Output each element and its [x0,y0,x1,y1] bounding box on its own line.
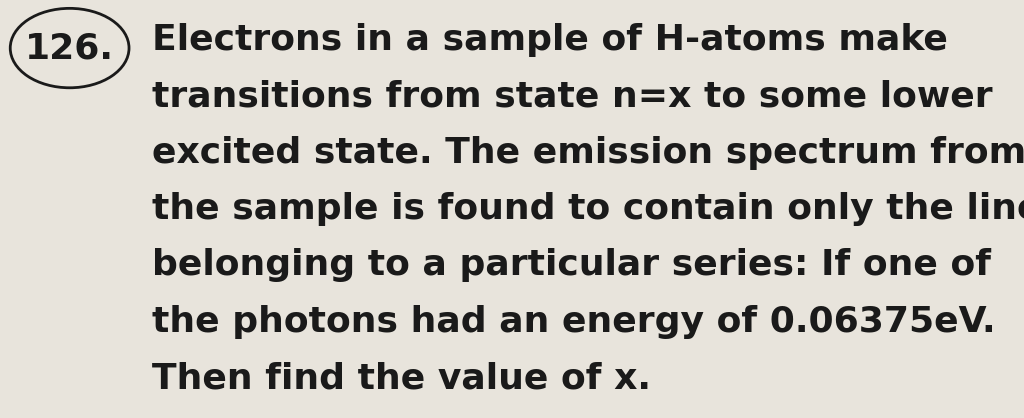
Text: excited state. The emission spectrum from: excited state. The emission spectrum fro… [152,135,1024,170]
Text: Electrons in a sample of H-atoms make: Electrons in a sample of H-atoms make [152,23,947,57]
Text: the sample is found to contain only the lines: the sample is found to contain only the … [152,192,1024,226]
Text: transitions from state n=x to some lower: transitions from state n=x to some lower [152,79,992,113]
Text: belonging to a particular series: If one of: belonging to a particular series: If one… [152,248,990,283]
Text: 126.: 126. [26,31,114,65]
Text: Then find the value of x.: Then find the value of x. [152,361,650,395]
Text: the photons had an energy of 0.06375eV.: the photons had an energy of 0.06375eV. [152,305,995,339]
